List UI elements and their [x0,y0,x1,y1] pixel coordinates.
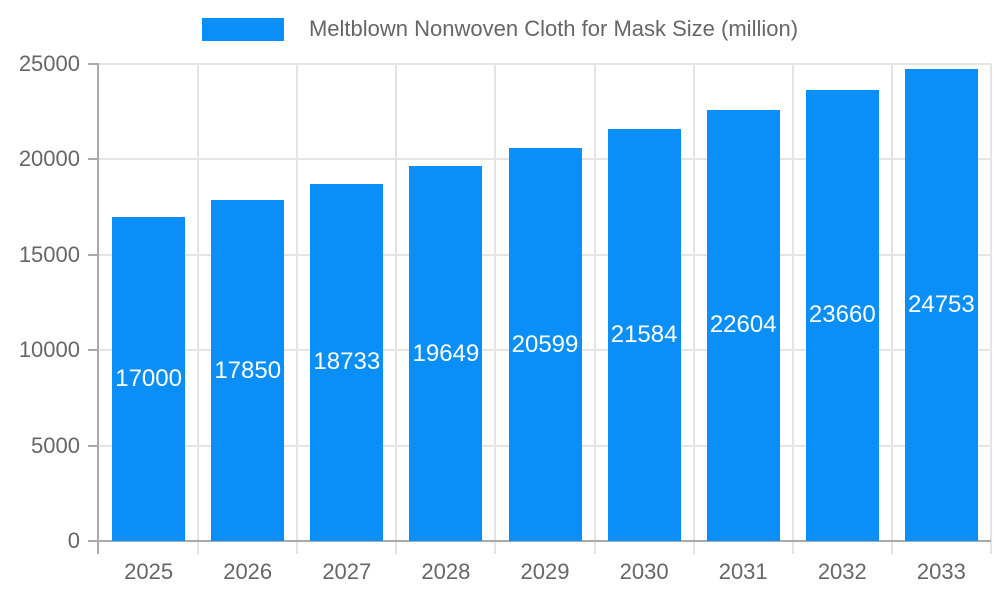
x-gridline [197,64,200,554]
y-gridline [99,63,991,65]
x-axis-tick-label: 2029 [520,559,570,584]
bar-value-label: 23660 [808,301,876,329]
x-axis-tick-label: 2033 [916,559,966,584]
y-axis-tick-label: 0 [67,528,80,553]
x-axis-tick-label: 2031 [718,559,768,584]
y-axis-tick-label: 5000 [31,432,80,458]
bar-value-label: 22604 [709,311,777,339]
y-tick [88,63,99,65]
bar-value-label: 24753 [908,290,975,318]
x-gridline [990,64,992,554]
bar-value-label: 18733 [313,348,381,376]
y-axis-tick-label: 20000 [18,146,80,172]
x-gridline [494,64,497,554]
y-tick [88,540,99,542]
legend-label: Meltblown Nonwoven Cloth for Mask Size (… [308,16,799,41]
bar-value-label: 20599 [511,330,579,358]
x-gridline [593,64,596,554]
y-tick [88,349,99,352]
x-gridline [395,64,398,554]
bar-value-label: 17850 [214,356,282,384]
x-gridline [692,64,695,554]
legend-swatch [201,17,284,41]
x-axis-tick-label: 2027 [322,559,372,584]
x-gridline [890,64,893,554]
x-axis-line [97,540,991,542]
bar[interactable]: 23660 [805,89,879,541]
bar-value-label: 21584 [610,321,678,349]
x-axis-tick-label: 2030 [619,559,669,584]
bar[interactable]: 21584 [607,129,681,541]
bar[interactable]: 18733 [310,183,384,541]
bar[interactable]: 17850 [211,200,285,541]
x-gridline [296,64,299,554]
bar-value-label: 17000 [115,364,182,392]
bar[interactable]: 17000 [112,216,186,541]
y-axis-tick-label: 10000 [18,337,80,363]
x-gridline [791,64,794,554]
x-axis-tick-label: 2032 [817,559,867,584]
chart-legend[interactable]: Meltblown Nonwoven Cloth for Mask Size (… [0,16,1000,42]
x-axis-tick-label: 2028 [421,559,471,584]
y-axis-tick-label: 25000 [18,51,80,76]
bar[interactable]: 24753 [904,68,978,541]
y-tick [88,158,99,161]
x-axis-tick-label: 2026 [223,559,273,584]
y-tick [88,444,99,447]
bar-value-label: 19649 [412,339,480,367]
bar[interactable]: 19649 [409,166,483,541]
bar[interactable]: 20599 [508,148,582,541]
y-tick [88,253,99,256]
y-axis-tick-label: 15000 [18,241,80,267]
y-axis-line [97,64,99,554]
x-axis-tick-label: 2025 [124,559,174,584]
bar[interactable]: 22604 [706,109,780,541]
